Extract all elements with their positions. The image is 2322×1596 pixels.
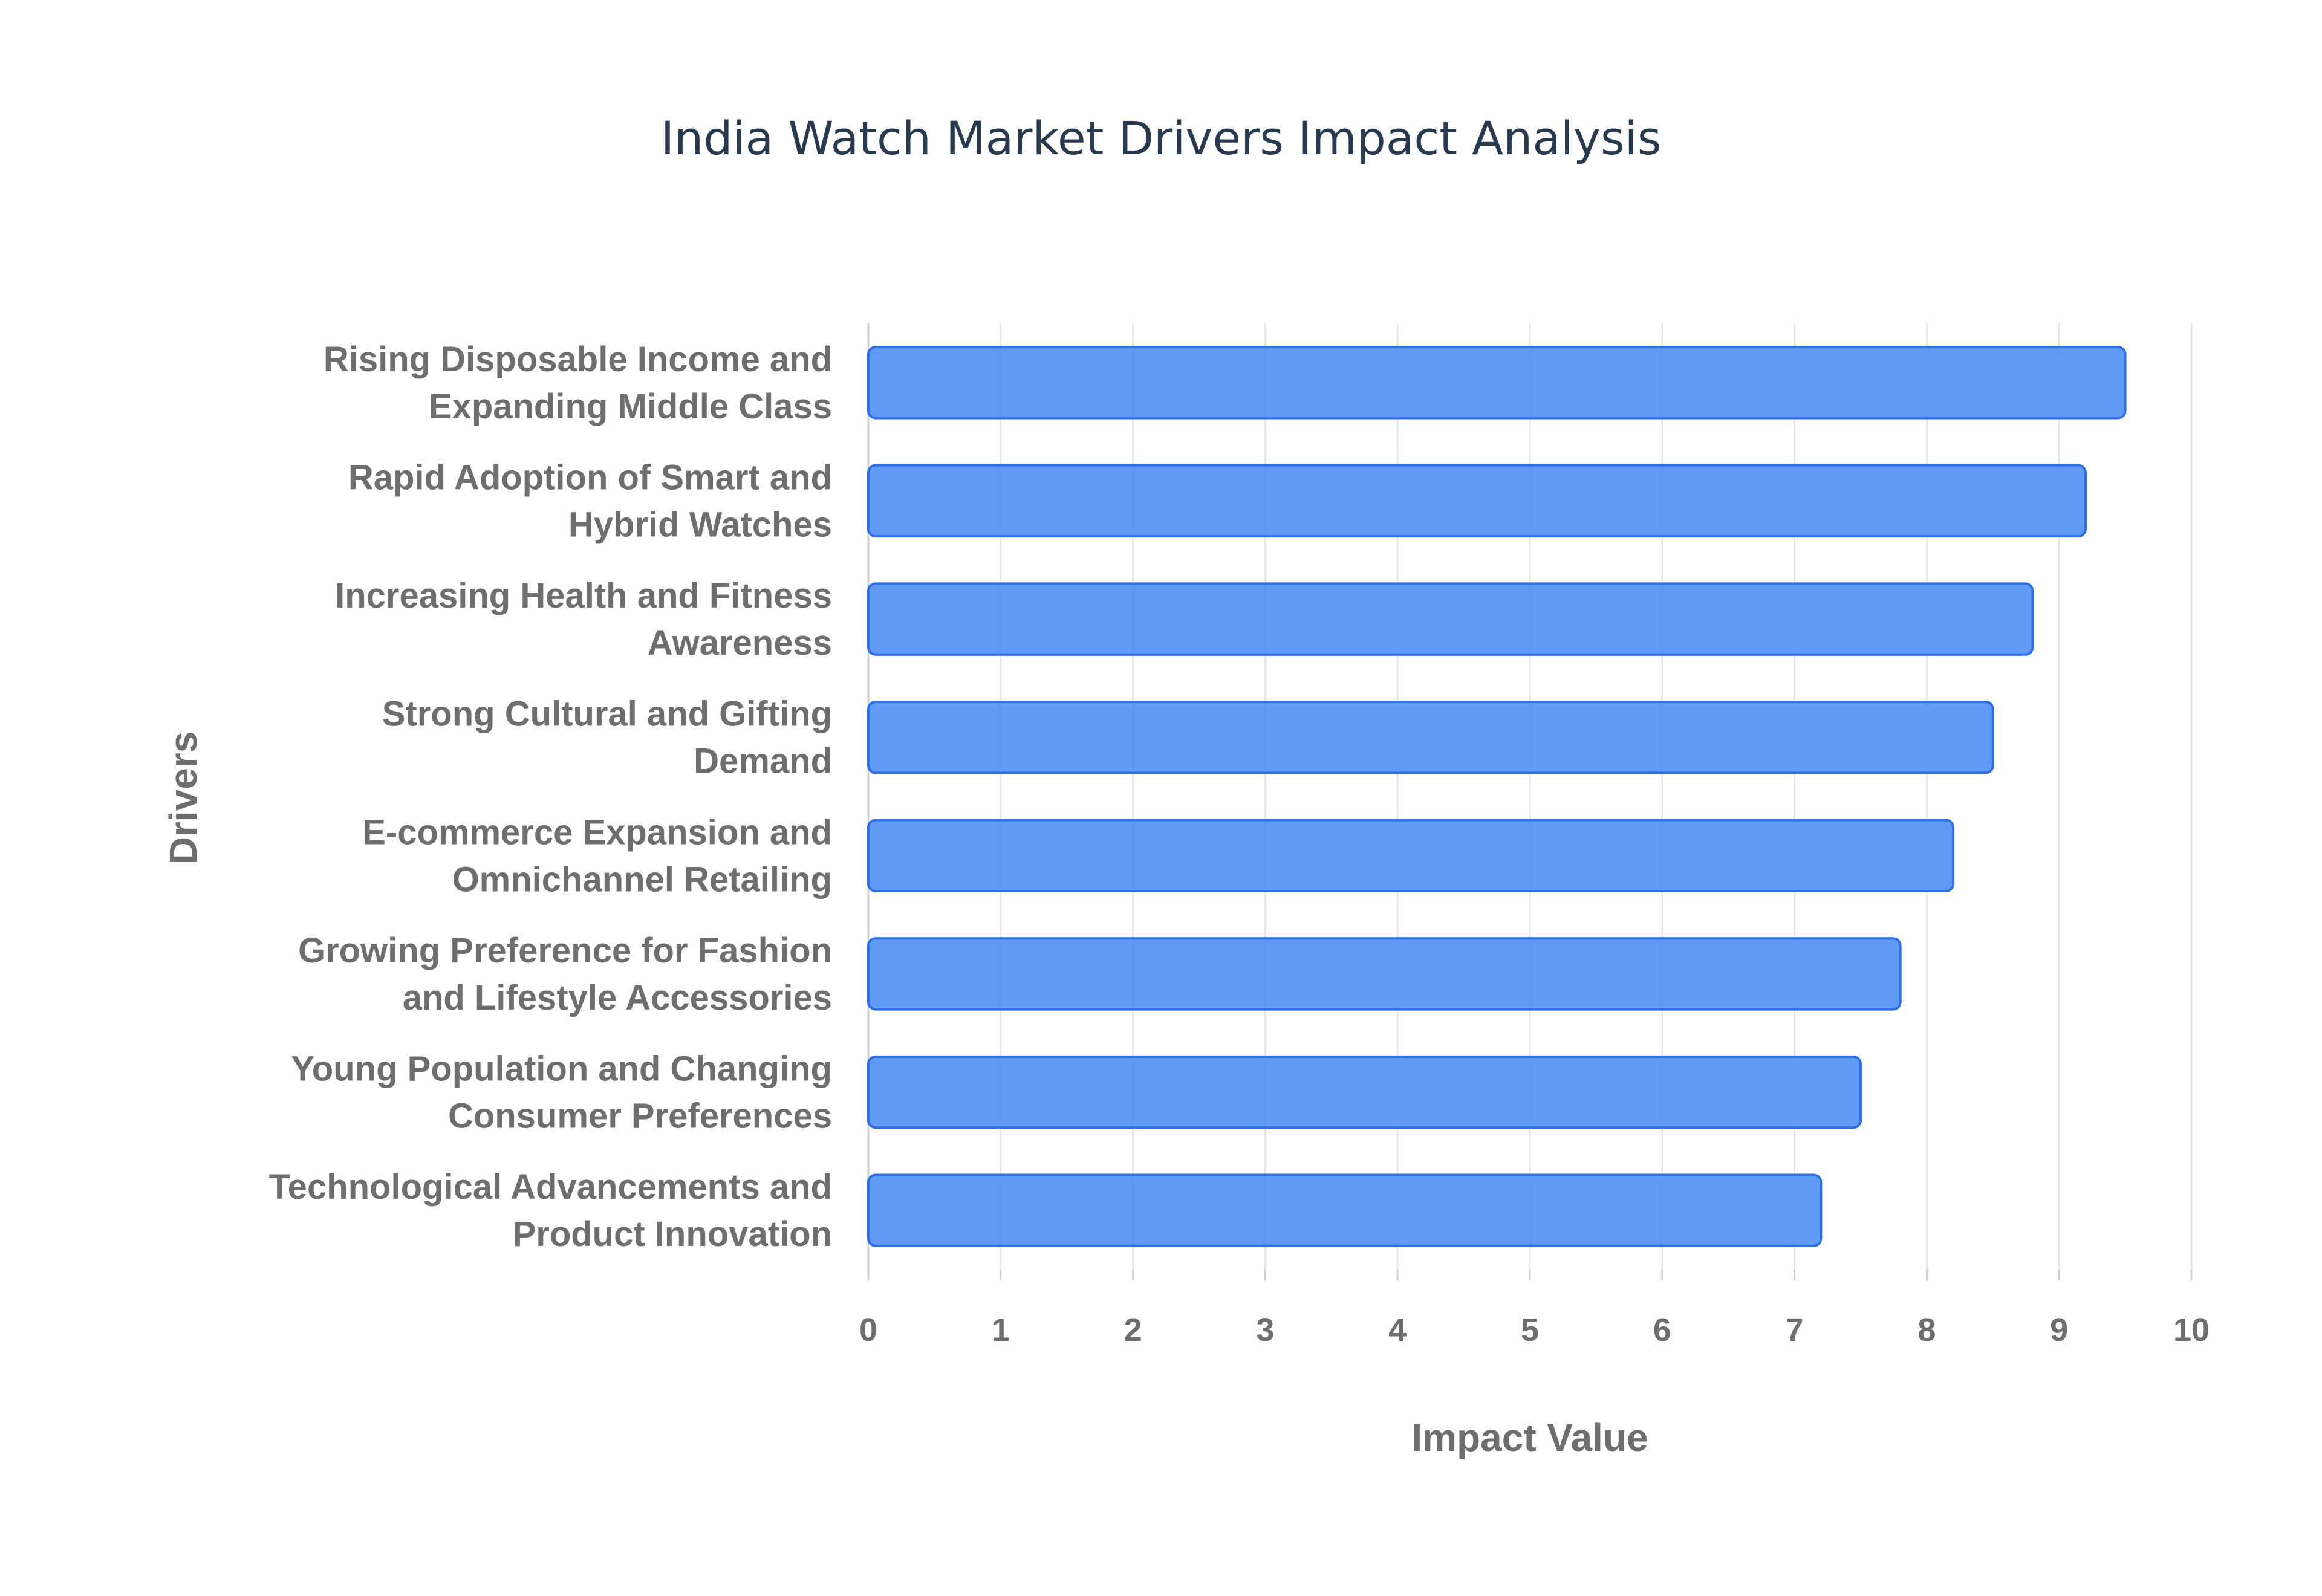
category-label: Rapid Adoption of Smart and Hybrid Watche…: [348, 458, 832, 544]
category-labels: Rising Disposable Income and Expanding Mi…: [269, 340, 832, 1254]
category-label-line: Rapid Adoption of Smart and: [348, 458, 832, 497]
category-label-line: Expanding Middle Class: [429, 387, 832, 426]
category-label-line: E-commerce Expansion and: [362, 813, 832, 852]
bar: [867, 1173, 1823, 1247]
x-tick-label: 10: [2173, 1312, 2210, 1348]
category-label-line: Awareness: [648, 623, 832, 663]
category-label: Growing Preference for Fashion and Lifest…: [298, 931, 832, 1017]
category-label: Young Population and Changing Consumer Pr…: [291, 1049, 832, 1136]
x-tick-label: 5: [1521, 1312, 1539, 1348]
category-label-line: Technological Advancements and: [269, 1167, 832, 1207]
category-label-line: Young Population and Changing: [291, 1049, 832, 1089]
category-label-line: Growing Preference for Fashion: [298, 931, 832, 970]
category-label-line: Omnichannel Retailing: [452, 860, 832, 899]
category-label-line: Product Innovation: [513, 1215, 832, 1254]
bar: [867, 1055, 1862, 1129]
x-tick-label: 1: [992, 1312, 1010, 1348]
bar: [867, 701, 1994, 774]
y-axis-title: Drivers: [161, 731, 205, 865]
category-label-line: and Lifestyle Accessories: [403, 978, 832, 1017]
category-label: E-commerce Expansion and Omnichannel Reta…: [362, 813, 832, 899]
chart-title: India Watch Market Drivers Impact Analys…: [661, 111, 1662, 165]
bar: [867, 346, 2127, 420]
category-label-line: Strong Cultural and Gifting: [382, 695, 832, 734]
x-axis-title: Impact Value: [1411, 1416, 1648, 1459]
category-label-line: Demand: [694, 742, 832, 781]
x-tick-label: 4: [1388, 1312, 1407, 1348]
category-label-line: Rising Disposable Income and: [324, 340, 832, 379]
category-label: Strong Cultural and Gifting Demand: [382, 695, 832, 781]
x-tick-label: 2: [1124, 1312, 1142, 1348]
bars: [867, 346, 2127, 1247]
x-tick-labels: 0 1 2 3 4 5 6 7 8 9 10: [859, 1312, 2210, 1348]
category-label-line: Consumer Preferences: [448, 1097, 832, 1136]
bar: [867, 937, 1902, 1011]
x-tick-label: 9: [2050, 1312, 2068, 1348]
x-tick-label: 8: [1917, 1312, 1936, 1348]
category-label: Increasing Health and Fitness Awareness: [335, 576, 832, 663]
category-label-line: Increasing Health and Fitness: [335, 576, 832, 615]
category-label: Rising Disposable Income and Expanding Mi…: [324, 340, 832, 426]
category-label: Technological Advancements and Product In…: [269, 1167, 832, 1254]
bar: [867, 464, 2087, 538]
bar: [867, 819, 1955, 892]
category-label-line: Hybrid Watches: [568, 505, 832, 544]
x-tick-label: 6: [1653, 1312, 1671, 1348]
x-tick-label: 0: [859, 1312, 877, 1348]
bar: [867, 582, 2034, 656]
x-tick-label: 3: [1256, 1312, 1274, 1348]
x-tick-label: 7: [1786, 1312, 1804, 1348]
